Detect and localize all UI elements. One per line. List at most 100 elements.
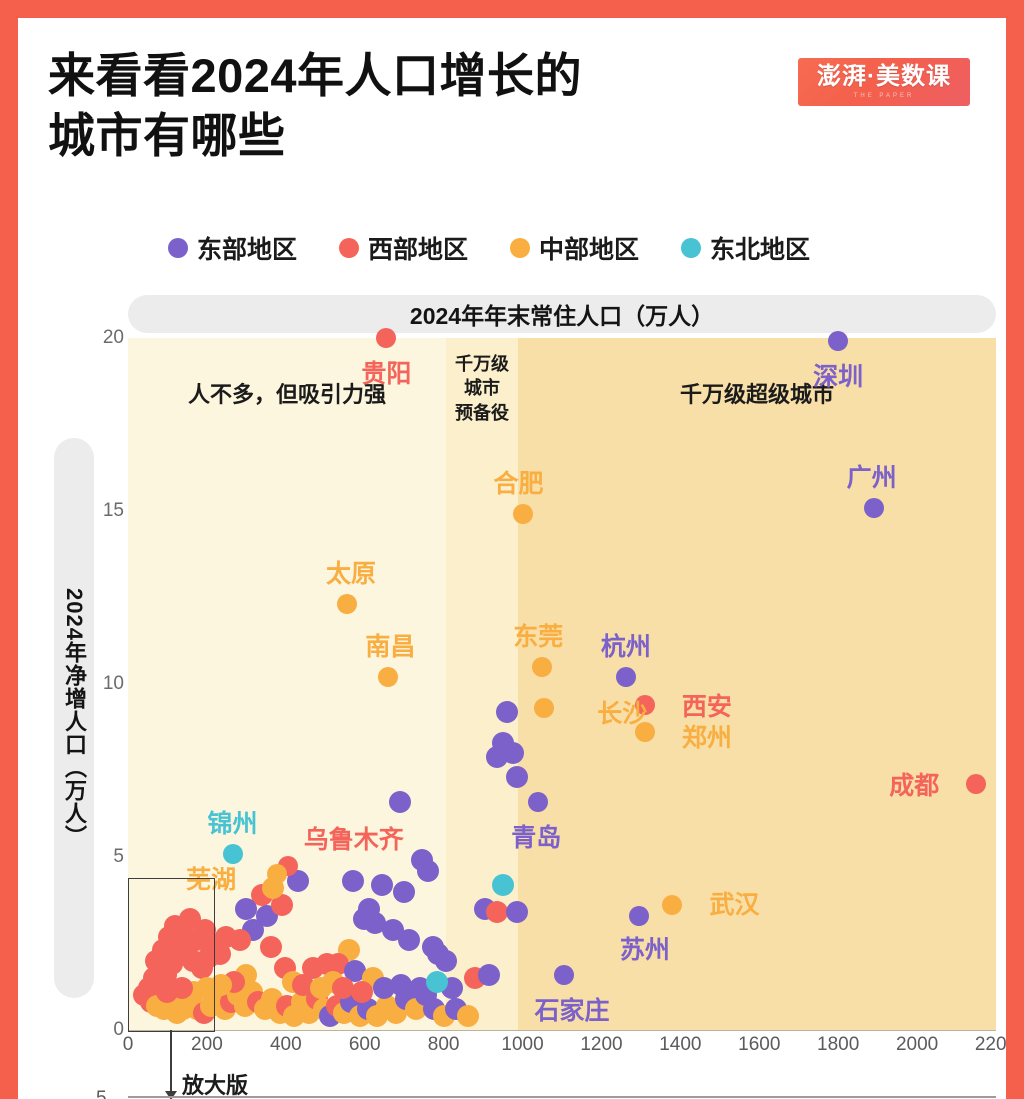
data-point-西安 (634, 694, 655, 715)
logo-subtext: THE PAPER (853, 93, 915, 99)
data-point (341, 870, 364, 893)
x-tick-800: 800 (427, 1034, 460, 1055)
data-point (435, 949, 457, 972)
data-point-长沙 (534, 698, 555, 719)
data-point (343, 960, 366, 983)
legend-item-1[interactable]: 西部地区 (339, 230, 468, 266)
data-point (505, 901, 528, 924)
x-tick-1600: 1600 (738, 1034, 781, 1055)
data-point (397, 929, 420, 952)
legend-dot-icon (339, 238, 360, 258)
x-tick-200: 200 (191, 1034, 223, 1055)
city-label-郑州: 郑州 (681, 724, 732, 753)
x-tick-1000: 1000 (501, 1034, 544, 1055)
data-point (389, 790, 412, 813)
data-point-芜湖 (267, 864, 288, 885)
zone-label-2: 千万级 城市 预备役 (455, 354, 509, 423)
zone-reserve-cities (446, 338, 518, 1030)
data-point (485, 901, 508, 924)
data-point (478, 963, 500, 986)
city-label-合肥: 合肥 (493, 470, 544, 499)
detail-chart-top-line (128, 1096, 996, 1098)
legend-label: 中部地区 (539, 236, 640, 264)
y-tick-0: 0 (113, 1019, 124, 1040)
y-tick-15: 15 (102, 500, 124, 521)
data-point (491, 873, 514, 896)
city-label-深圳: 深圳 (813, 363, 864, 392)
data-point (408, 977, 431, 1000)
x-tick-2200: 2200 (974, 1034, 1006, 1055)
data-point (505, 766, 528, 789)
y-axis-label: 2024年净增人口（万人） (62, 588, 87, 848)
legend-dot-icon (510, 238, 531, 258)
chart-top-axis-title: 2024年年末常住人口（万人） (128, 295, 996, 333)
x-axis-line (128, 1030, 996, 1031)
data-point (144, 949, 167, 972)
legend-label: 西部地区 (368, 236, 469, 264)
data-point (302, 956, 325, 979)
x-tick-600: 600 (348, 1034, 381, 1055)
city-label-东莞: 东莞 (513, 622, 564, 651)
y-axis-label-pill (54, 438, 94, 998)
y-axis-ticks: 0 5 10 15 20 (80, 327, 124, 1040)
data-point (416, 859, 439, 882)
data-point (390, 974, 413, 997)
zoom-caption: 放大版 (182, 1073, 249, 1098)
data-point-石家庄 (553, 964, 574, 985)
city-label-太原: 太原 (325, 560, 376, 589)
data-point-苏州 (628, 905, 649, 926)
x-tick-0: 0 (122, 1034, 134, 1055)
legend-item-2[interactable]: 中部地区 (510, 230, 639, 266)
data-point-成都 (966, 774, 987, 795)
city-label-广州: 广州 (846, 463, 897, 492)
city-label-乌鲁木齐: 乌鲁木齐 (303, 825, 404, 854)
data-point (351, 980, 374, 1003)
brand-logo: 澎湃·美数课 THE PAPER (798, 58, 970, 106)
city-label-杭州: 杭州 (600, 633, 651, 662)
legend-dot-icon (168, 238, 188, 258)
data-point (156, 980, 179, 1003)
legend-item-3[interactable]: 东北地区 (681, 230, 810, 266)
data-point (371, 873, 394, 896)
city-label-武汉: 武汉 (709, 891, 760, 920)
data-point-合肥 (512, 504, 533, 525)
data-point (393, 880, 416, 903)
legend-label: 东部地区 (197, 236, 298, 264)
data-point (501, 742, 524, 765)
infographic-page: 来看看2024年人口增长的 城市有哪些 澎湃·美数课 THE PAPER 东部地… (18, 18, 1006, 1099)
data-point (270, 894, 293, 917)
data-point-锦州 (222, 843, 243, 864)
y-tick-10: 10 (102, 673, 124, 694)
zone-mega-cities (518, 338, 996, 1030)
data-point (332, 977, 355, 1000)
legend-label: 东北地区 (710, 236, 811, 264)
x-tick-2000: 2000 (895, 1034, 939, 1055)
city-label-成都: 成都 (889, 772, 940, 801)
x-tick-1800: 1800 (817, 1034, 860, 1055)
city-label-芜湖: 芜湖 (186, 866, 237, 895)
data-point (363, 911, 386, 934)
data-point-郑州 (634, 722, 655, 743)
data-point (495, 700, 518, 723)
data-point-南昌 (378, 667, 399, 688)
x-tick-1400: 1400 (659, 1034, 702, 1055)
city-label-青岛: 青岛 (511, 823, 562, 852)
legend-dot-icon (681, 238, 702, 258)
data-point (457, 1005, 480, 1028)
city-label-石家庄: 石家庄 (534, 996, 610, 1025)
city-label-苏州: 苏州 (619, 935, 670, 964)
x-axis-ticks: 0 200 400 600 800 1000 1200 1400 1600 1800 2000 220… (18, 1034, 1006, 1064)
city-label-锦州: 锦州 (207, 809, 258, 838)
x-tick-400: 400 (269, 1034, 302, 1055)
plot-area: 人不多，但吸引力强 千万级 城市 预备役 千万级超级城市 贵阳 深圳 广州 合肥 太原东… (128, 328, 996, 1030)
data-point (425, 970, 448, 993)
zone-label-3: 千万级超级城市 (679, 382, 834, 407)
data-point (372, 977, 395, 1000)
detail-chart-tick: 5 (96, 1088, 107, 1099)
data-point-东莞 (532, 656, 553, 677)
city-label-西安: 西安 (681, 692, 732, 721)
legend-item-0[interactable]: 东部地区 (168, 230, 297, 266)
city-label-长沙: 长沙 (597, 700, 648, 729)
data-point-青岛 (528, 791, 549, 812)
zoom-selection-box (128, 878, 215, 1032)
